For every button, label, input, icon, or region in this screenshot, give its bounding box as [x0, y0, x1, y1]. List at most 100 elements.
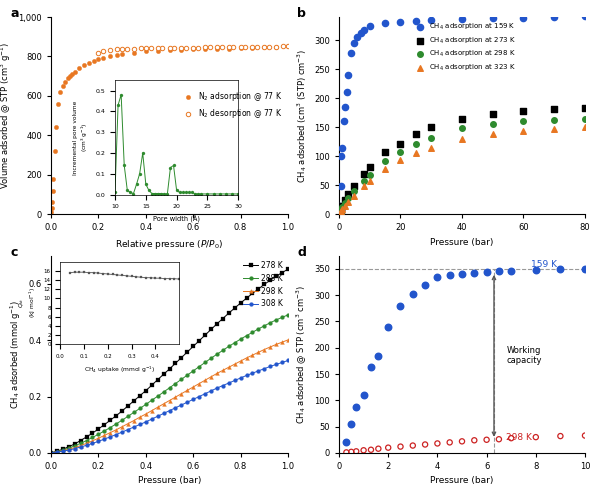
X-axis label: Pressure (bar): Pressure (bar) — [430, 476, 494, 486]
Text: 159 K: 159 K — [531, 260, 557, 269]
CH$_4$ adsorption at 159 K — [342, 89, 352, 96]
Point — [366, 363, 376, 371]
288 K — [107, 425, 114, 431]
278 K — [119, 408, 126, 414]
Point — [433, 273, 442, 281]
Line: 288 K: 288 K — [49, 313, 290, 455]
N$_2$ adsorption @ 77 K — [284, 43, 292, 49]
CH$_4$ adsorption at 273 K — [380, 148, 390, 155]
N$_2$ desorption @ 77 K — [137, 45, 145, 51]
298 K — [148, 408, 155, 413]
CH$_4$ adsorption at 298 K — [427, 134, 436, 142]
308 K — [278, 359, 286, 365]
CH$_4$ adsorption at 159 K — [356, 29, 365, 37]
Point — [580, 431, 590, 439]
CH$_4$ adsorption at 323 K — [550, 125, 559, 133]
N$_2$ adsorption @ 77 K — [71, 69, 79, 75]
Point — [445, 438, 455, 446]
288 K — [272, 317, 280, 323]
Point — [408, 290, 418, 298]
CH$_4$ adsorption at 159 K — [518, 14, 528, 21]
288 K — [130, 410, 137, 415]
N$_2$ desorption @ 77 K — [202, 44, 209, 50]
288 K — [219, 347, 226, 353]
Legend: CH$_4$ adsorption at 159 K, CH$_4$ adsorption at 273 K, CH$_4$ adsorption at 298: CH$_4$ adsorption at 159 K, CH$_4$ adsor… — [412, 20, 517, 75]
298 K — [184, 388, 191, 393]
308 K — [225, 380, 232, 386]
N$_2$ desorption @ 77 K — [190, 45, 197, 51]
298 K — [130, 417, 137, 423]
Text: c: c — [11, 246, 18, 259]
Point — [352, 403, 361, 411]
CH$_4$ adsorption at 159 K — [411, 17, 421, 24]
N$_2$ desorption @ 77 K — [114, 46, 121, 52]
Line: 278 K: 278 K — [49, 267, 290, 455]
CH$_4$ adsorption at 323 K — [343, 198, 353, 206]
CH$_4$ adsorption at 273 K — [365, 163, 374, 170]
CH$_4$ adsorption at 323 K — [350, 192, 359, 200]
Point — [374, 445, 383, 452]
298 K — [142, 411, 149, 417]
288 K — [202, 359, 209, 365]
N$_2$ adsorption @ 77 K — [130, 50, 137, 56]
N$_2$ desorption @ 77 K — [214, 44, 221, 50]
288 K — [184, 372, 191, 378]
288 K — [243, 333, 250, 338]
CH$_4$ adsorption at 273 K — [335, 210, 344, 218]
288 K — [136, 406, 143, 412]
CH$_4$ adsorption at 323 K — [580, 123, 590, 131]
298 K — [124, 421, 131, 427]
278 K — [172, 360, 179, 366]
CH$_4$ adsorption at 159 K — [336, 183, 346, 190]
288 K — [196, 364, 203, 370]
CH$_4$ adsorption at 323 K — [335, 210, 344, 218]
288 K — [214, 352, 221, 357]
Point — [469, 436, 479, 444]
308 K — [124, 427, 131, 432]
298 K — [160, 401, 167, 407]
CH$_4$ adsorption at 273 K — [457, 114, 467, 122]
Point — [556, 432, 565, 440]
N$_2$ desorption @ 77 K — [284, 43, 292, 49]
N$_2$ adsorption @ 77 K — [47, 209, 55, 215]
CH$_4$ adsorption at 323 K — [411, 150, 421, 157]
Text: a: a — [11, 7, 19, 20]
Point — [494, 435, 503, 443]
308 K — [89, 440, 96, 446]
CH$_4$ adsorption at 159 K — [346, 49, 356, 57]
288 K — [166, 385, 173, 391]
298 K — [53, 449, 61, 455]
Point — [396, 443, 406, 450]
308 K — [136, 422, 143, 428]
308 K — [172, 405, 179, 411]
298 K — [219, 367, 226, 373]
308 K — [219, 383, 226, 389]
308 K — [272, 361, 280, 367]
278 K — [261, 281, 268, 287]
CH$_4$ adsorption at 298 K — [488, 120, 497, 128]
Point — [531, 266, 541, 274]
N$_2$ desorption @ 77 K — [237, 44, 244, 50]
CH$_4$ adsorption at 159 K — [427, 16, 436, 24]
Line: 298 K: 298 K — [49, 338, 290, 455]
CH$_4$ adsorption at 159 K — [335, 202, 345, 209]
N$_2$ adsorption @ 77 K — [107, 54, 114, 59]
298 K — [47, 450, 55, 456]
CH$_4$ adsorption at 298 K — [335, 210, 344, 218]
Point — [445, 271, 455, 279]
X-axis label: Pressure (bar): Pressure (bar) — [138, 476, 201, 486]
CH$_4$ adsorption at 298 K — [365, 171, 374, 179]
298 K — [266, 344, 274, 350]
N$_2$ desorption @ 77 K — [166, 45, 173, 51]
308 K — [214, 385, 221, 391]
N$_2$ adsorption @ 77 K — [59, 83, 67, 89]
CH$_4$ adsorption at 323 K — [396, 156, 406, 164]
N$_2$ desorption @ 77 K — [242, 44, 249, 50]
Y-axis label: CH$_4$ adsorbed @ STP (cm$^3$ cm$^{-3}$): CH$_4$ adsorbed @ STP (cm$^3$ cm$^{-3}$) — [295, 285, 308, 424]
298 K — [278, 339, 286, 345]
308 K — [119, 429, 126, 435]
N$_2$ adsorption @ 77 K — [90, 58, 97, 64]
288 K — [113, 421, 120, 427]
N$_2$ adsorption @ 77 K — [51, 148, 58, 154]
N$_2$ adsorption @ 77 K — [100, 55, 107, 61]
